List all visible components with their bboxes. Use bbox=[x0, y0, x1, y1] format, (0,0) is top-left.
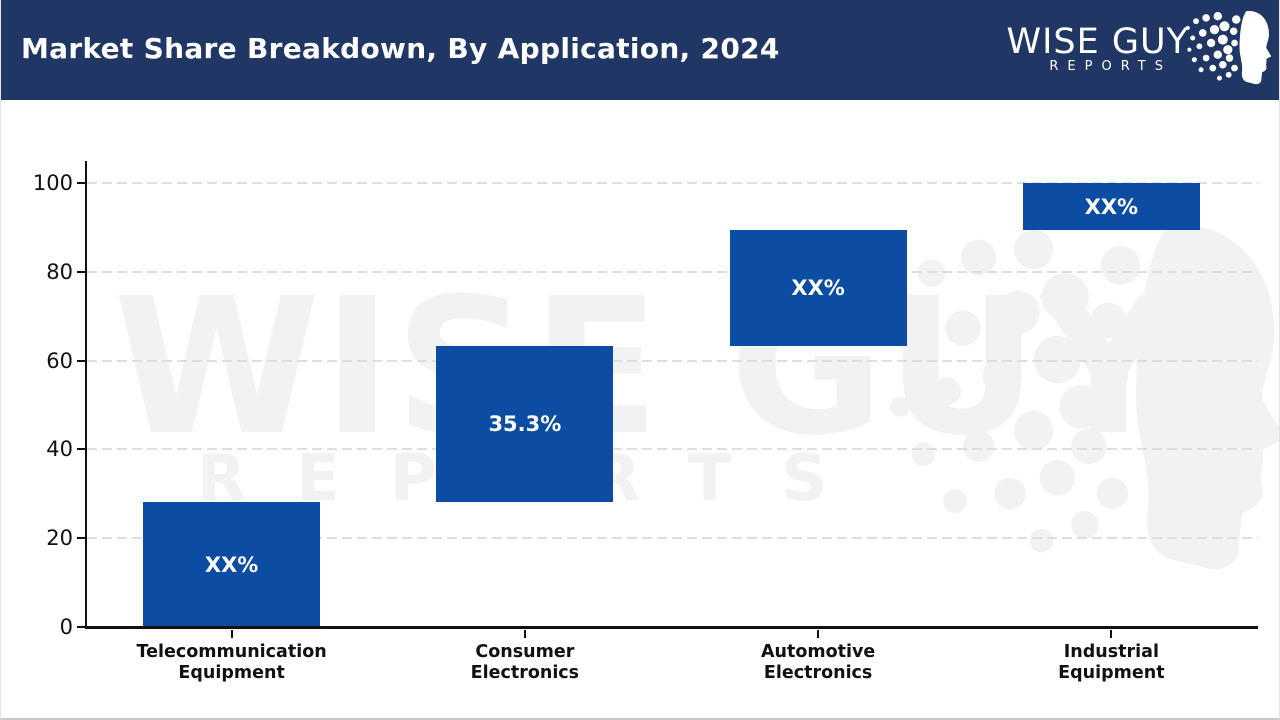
brand-wordmark: WISE GUY bbox=[1006, 22, 1189, 62]
brand-wordmark-reports: REPORTS bbox=[1049, 59, 1172, 74]
y-tick-label: 0 bbox=[59, 615, 73, 639]
bar: XX% bbox=[1022, 183, 1200, 231]
gridline bbox=[87, 537, 1258, 540]
bar: XX% bbox=[729, 230, 907, 346]
header: Market Share Breakdown, By Application, … bbox=[1, 0, 1279, 100]
gridline bbox=[87, 448, 1258, 451]
y-tick bbox=[77, 448, 85, 451]
y-tick bbox=[77, 359, 85, 362]
y-tick-label: 20 bbox=[46, 526, 73, 551]
bar-value-label: XX% bbox=[204, 552, 259, 577]
x-tick bbox=[817, 630, 820, 638]
brand-logo: WISE GUY REPORTS bbox=[1006, 0, 1272, 100]
y-tick bbox=[77, 626, 85, 628]
gridline bbox=[87, 182, 1258, 185]
bar-value-label: XX% bbox=[1084, 194, 1139, 219]
bar-value-label: XX% bbox=[791, 275, 845, 300]
y-tick-label: 100 bbox=[32, 171, 73, 196]
bar-value-label: 35.3% bbox=[488, 411, 562, 436]
y-axis-line bbox=[85, 161, 87, 628]
y-tick-label: 60 bbox=[46, 348, 73, 373]
brand-face-icon bbox=[1185, 11, 1272, 85]
bar: XX% bbox=[143, 502, 321, 627]
x-category-label: Automotive Electronics bbox=[760, 642, 876, 683]
x-tick bbox=[1110, 630, 1113, 638]
x-axis-line bbox=[85, 626, 1258, 629]
gridline bbox=[87, 359, 1258, 362]
page-title: Market Share Breakdown, By Application, … bbox=[21, 31, 780, 65]
y-tick-label: 80 bbox=[46, 259, 73, 284]
x-tick bbox=[230, 630, 233, 638]
y-tick bbox=[77, 537, 85, 540]
x-tick bbox=[523, 630, 526, 638]
gridline bbox=[87, 270, 1258, 273]
y-tick bbox=[77, 270, 85, 273]
y-tick-label: 40 bbox=[46, 437, 73, 462]
bar: 35.3% bbox=[436, 345, 614, 503]
x-category-label: Industrial Equipment bbox=[1058, 642, 1165, 683]
y-tick bbox=[77, 182, 85, 185]
x-category-label: Telecommunication Equipment bbox=[136, 642, 327, 683]
x-category-label: Consumer Electronics bbox=[470, 642, 580, 683]
